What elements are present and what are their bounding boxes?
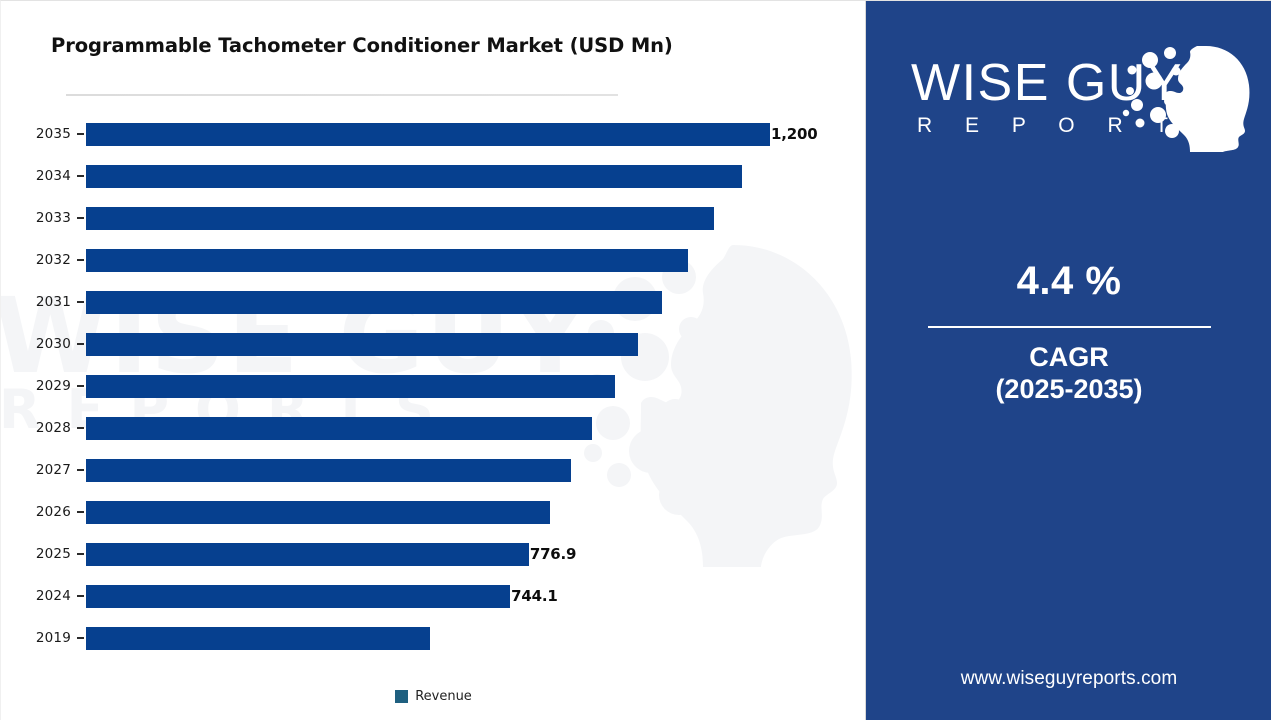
y-axis-tick <box>77 427 84 429</box>
chart-panel: WISE GUY REPORTS <box>1 1 866 720</box>
bar-2031[interactable] <box>86 290 662 314</box>
bar-2035[interactable] <box>86 122 770 146</box>
y-axis-label-2026: 2026 <box>35 504 71 520</box>
bar-2033[interactable] <box>86 206 714 230</box>
bar-2025[interactable] <box>86 542 529 566</box>
brand-panel: WISE GUY R E P O R T S <box>866 1 1271 720</box>
bar-chart-plot-area: 2035 1,200 2034 2033 2032 2031 2030 2029 2028 202… <box>1 113 865 659</box>
y-axis-tick <box>77 553 84 555</box>
bar-row: 2025 776.9 <box>1 533 865 575</box>
cagr-label-line2: (2025-2035) <box>995 373 1143 404</box>
legend-swatch-revenue <box>395 690 409 703</box>
bar-row: 2032 <box>1 239 865 281</box>
bar-2028[interactable] <box>86 416 593 440</box>
y-axis-tick <box>77 301 84 303</box>
bar-row: 2033 <box>1 197 865 239</box>
bar-2024[interactable] <box>86 584 511 608</box>
logo-head-profile-icon <box>1122 46 1250 152</box>
y-axis-tick <box>77 217 84 219</box>
y-axis-tick <box>77 175 84 177</box>
bar-row: 2035 1,200 <box>1 113 865 155</box>
cagr-label: CAGR (2025-2035) <box>866 342 1271 406</box>
y-axis-label-2033: 2033 <box>35 210 71 226</box>
head-profile-watermark-icon <box>584 245 852 567</box>
cagr-label-line1: CAGR <box>1029 342 1109 372</box>
title-divider <box>66 94 618 96</box>
y-axis-tick <box>77 511 84 513</box>
y-axis-label-2019: 2019 <box>35 630 71 646</box>
y-axis-tick <box>77 637 84 639</box>
y-axis-label-2030: 2030 <box>35 336 71 352</box>
bar-value-label-2035: 1,200 <box>771 125 818 143</box>
y-axis-tick <box>77 469 84 471</box>
y-axis-tick <box>77 133 84 135</box>
bar-2019[interactable] <box>86 626 431 650</box>
legend-label-revenue: Revenue <box>415 689 472 704</box>
y-axis-label-2034: 2034 <box>35 168 71 184</box>
y-axis-label-2024: 2024 <box>35 588 71 604</box>
website-url: www.wiseguyreports.com <box>960 668 1178 689</box>
bar-row: 2024 744.1 <box>1 575 865 617</box>
y-axis-label-2035: 2035 <box>35 126 71 142</box>
bar-value-label-2025: 776.9 <box>529 545 577 563</box>
y-axis-tick <box>77 595 84 597</box>
y-axis-tick <box>77 385 84 387</box>
cagr-block: 4.4 % CAGR (2025-2035) <box>866 259 1271 406</box>
cagr-value: 4.4 % <box>1016 259 1122 303</box>
bar-row: 2031 <box>1 281 865 323</box>
y-axis-tick <box>77 259 84 261</box>
bar-2026[interactable] <box>86 500 550 524</box>
bar-row: 2026 <box>1 491 865 533</box>
bar-value-label-2024: 744.1 <box>511 587 558 605</box>
bar-row: 2030 <box>1 323 865 365</box>
y-axis-label-2029: 2029 <box>35 378 71 394</box>
bar-row: 2029 <box>1 365 865 407</box>
bar-2032[interactable] <box>86 248 688 272</box>
y-axis-label-2031: 2031 <box>35 294 71 310</box>
wiseguy-reports-logo: WISE GUY R E P O R T S <box>911 43 1256 153</box>
bar-row: 2027 <box>1 449 865 491</box>
bar-2027[interactable] <box>86 458 572 482</box>
bar-2029[interactable] <box>86 374 615 398</box>
bar-2030[interactable] <box>86 332 638 356</box>
y-axis-label-2027: 2027 <box>35 462 71 478</box>
bar-row: 2028 <box>1 407 865 449</box>
y-axis-tick <box>77 343 84 345</box>
bar-2034[interactable] <box>86 164 743 188</box>
cagr-divider <box>927 326 1211 328</box>
chart-legend: Revenue <box>1 689 865 704</box>
chart-title: Programmable Tachometer Conditioner Mark… <box>51 34 673 57</box>
y-axis-label-2028: 2028 <box>35 420 71 436</box>
bar-row: 2019 <box>1 617 865 659</box>
bar-row: 2034 <box>1 155 865 197</box>
y-axis-label-2032: 2032 <box>35 252 71 268</box>
y-axis-label-2025: 2025 <box>35 546 71 562</box>
